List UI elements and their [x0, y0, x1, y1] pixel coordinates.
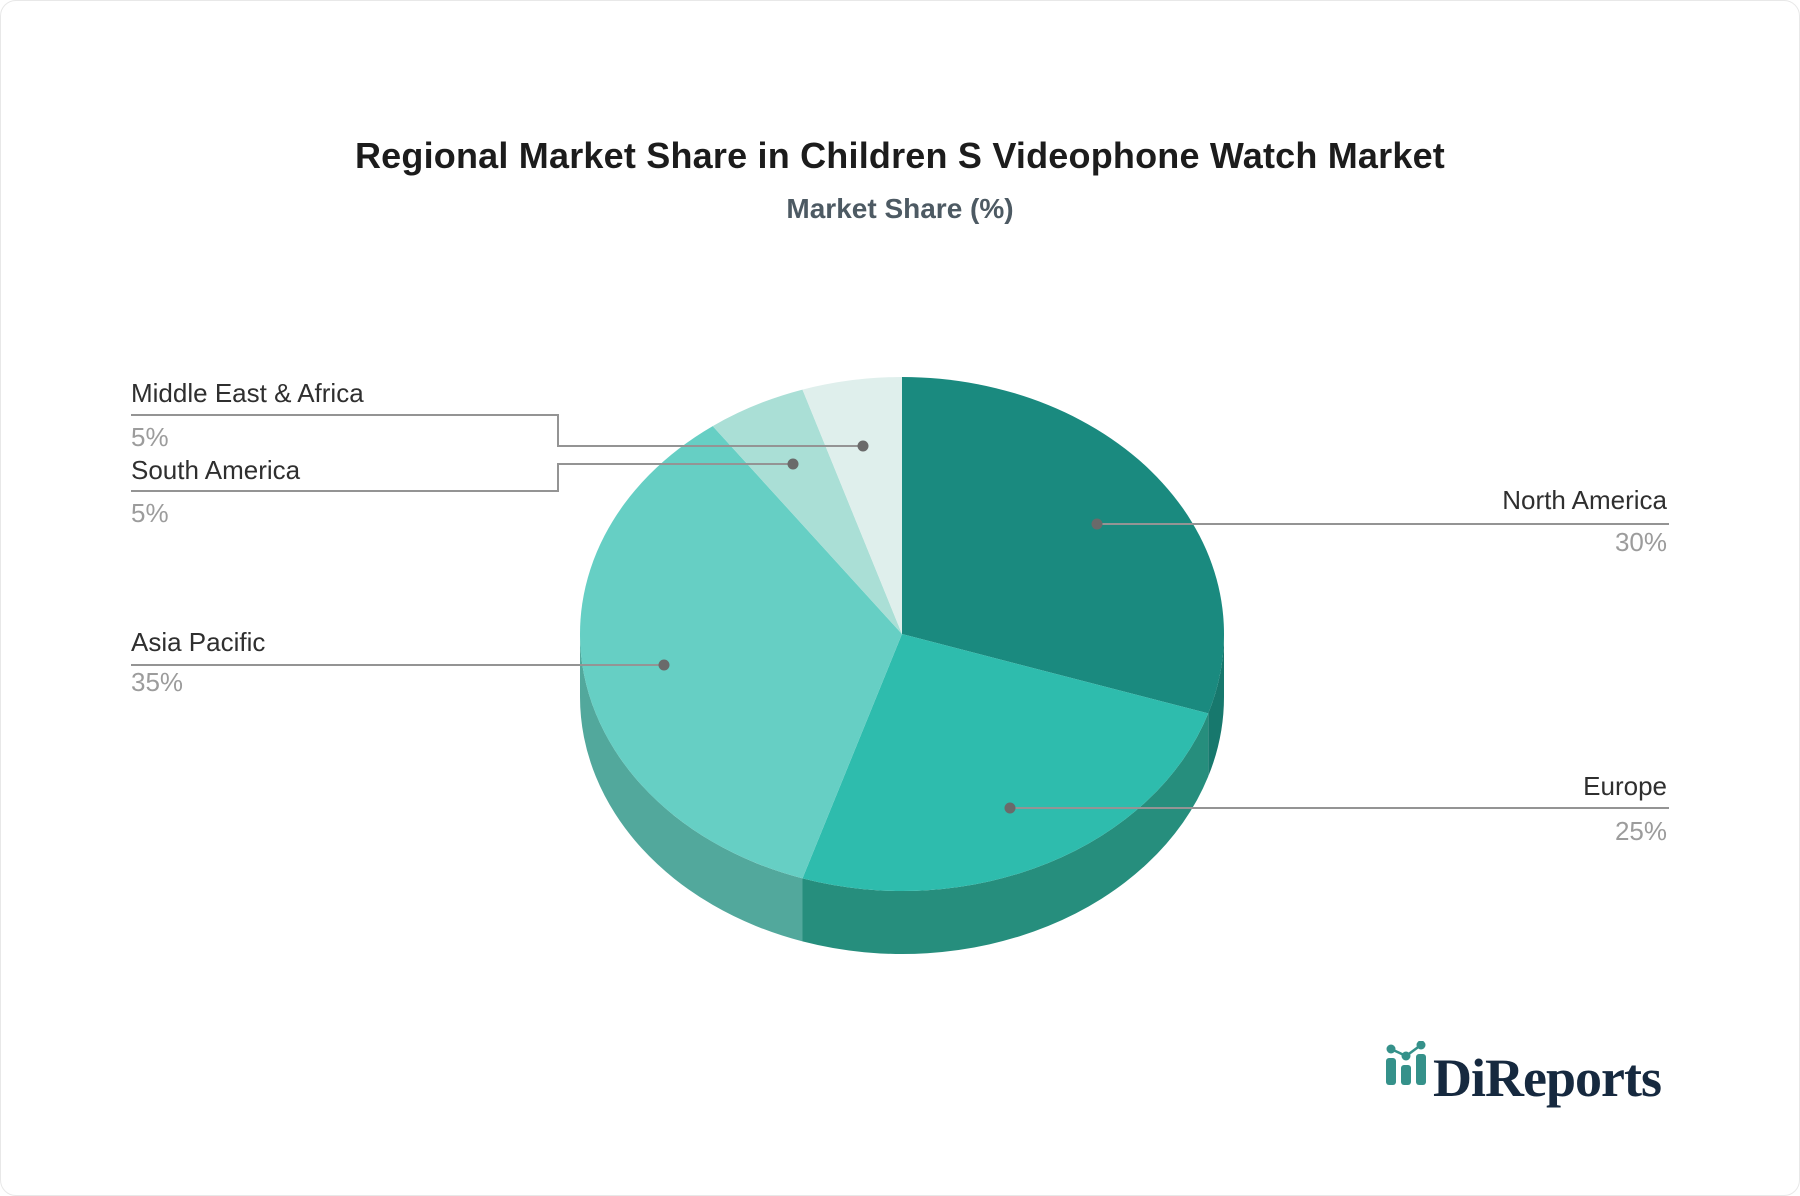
- logo-bar-3: [1416, 1054, 1426, 1085]
- leader-dot-south-america: [787, 458, 799, 470]
- direports-logo-icon: [1386, 1041, 1426, 1085]
- chart-title: Regional Market Share in Children S Vide…: [354, 135, 1445, 176]
- leader-dot-asia-pacific: [658, 659, 670, 671]
- slice-label-north-america: North America: [1502, 485, 1667, 515]
- logo-dot-3: [1416, 1041, 1426, 1050]
- direports-logo: DiReports: [1374, 1037, 1674, 1117]
- pie-slice-middle-east-africa[interactable]: [802, 377, 903, 634]
- pie-rim-asia-pacific: [580, 634, 803, 942]
- leader-line-south-america: [131, 463, 793, 492]
- slice-label-south-america: South America: [131, 455, 301, 485]
- pie-rim-europe: [802, 713, 1209, 954]
- pie-slice-europe[interactable]: [802, 634, 1209, 891]
- logo-bar-1: [1386, 1058, 1396, 1085]
- leader-line-middle-east-africa: [131, 414, 863, 447]
- direports-logo-text: DiReports: [1433, 1048, 1662, 1108]
- pie-slice-south-america[interactable]: [712, 389, 902, 634]
- slice-value-europe: 25%: [1614, 816, 1667, 846]
- chart-subtitle: Market Share (%): [786, 193, 1014, 224]
- slice-value-middle-east-africa: 5%: [131, 422, 169, 452]
- pie-slice-north-america[interactable]: [902, 376, 1225, 714]
- leader-dot-middle-east-africa: [857, 440, 869, 452]
- logo-dot-2: [1401, 1051, 1411, 1061]
- slice-label-asia-pacific: Asia Pacific: [131, 627, 266, 657]
- logo-dot-1: [1386, 1044, 1396, 1054]
- pie-rim-north-america: [1208, 634, 1224, 777]
- slice-value-north-america: 30%: [1614, 527, 1667, 557]
- leader-dot-north-america: [1091, 518, 1103, 530]
- slice-value-asia-pacific: 35%: [131, 667, 184, 697]
- slice-value-south-america: 5%: [131, 498, 169, 528]
- logo-bar-2: [1401, 1065, 1411, 1085]
- pie-slice-asia-pacific[interactable]: [579, 426, 902, 879]
- slice-label-middle-east-africa: Middle East & Africa: [131, 378, 364, 408]
- slice-label-europe: Europe: [1583, 771, 1667, 801]
- leader-dot-europe: [1004, 802, 1016, 814]
